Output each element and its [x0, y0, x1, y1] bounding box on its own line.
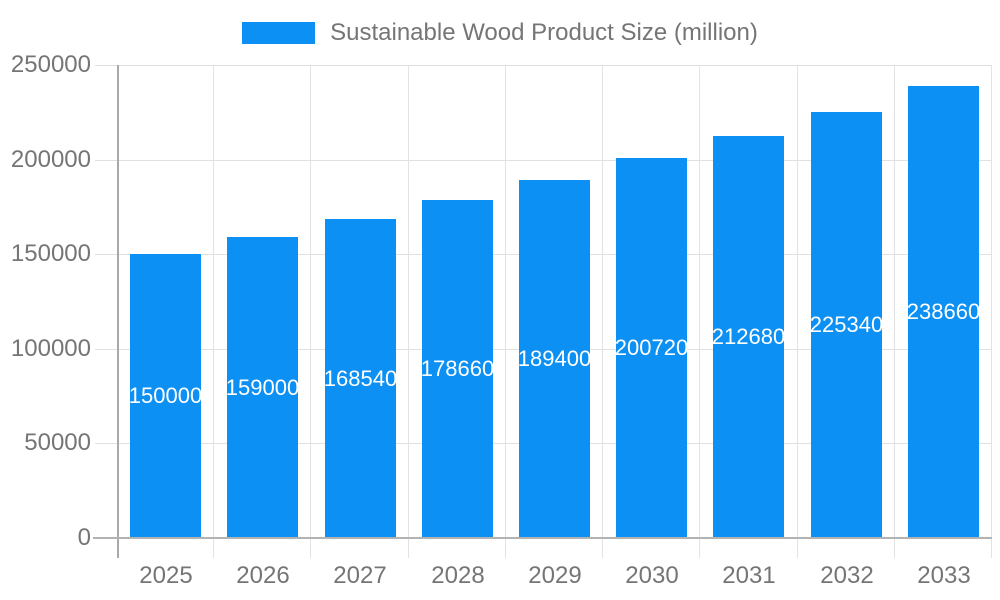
bar-value-label: 189400	[519, 346, 590, 371]
y-tick-label: 100000	[10, 335, 91, 362]
column-separator	[213, 65, 214, 558]
bar[interactable]: 212680	[713, 136, 784, 538]
bar-value-label: 168540	[325, 365, 396, 391]
y-tick-label: 200000	[10, 146, 91, 173]
column-separator	[797, 65, 798, 558]
column-separator	[505, 65, 506, 558]
bar-value-label: 178660	[422, 356, 493, 381]
x-tick-label: 2026	[236, 562, 290, 589]
x-tick-label: 2032	[820, 562, 874, 589]
column-separator	[991, 65, 992, 558]
column-separator	[408, 65, 409, 558]
x-tick-label: 2028	[431, 562, 485, 589]
legend: Sustainable Wood Product Size (million)	[0, 19, 1000, 47]
bar-value-label: 150000	[130, 383, 201, 408]
y-tick-label: 250000	[10, 51, 91, 78]
bar-value-label: 225340	[811, 312, 882, 337]
x-axis-line	[93, 537, 992, 539]
legend-item[interactable]: Sustainable Wood Product Size (million)	[242, 19, 758, 47]
y-tick-label: 0	[77, 524, 91, 551]
y-tick-label: 50000	[24, 429, 91, 456]
column-separator	[894, 65, 895, 558]
bar[interactable]: 200720	[616, 158, 687, 538]
gridline	[95, 160, 992, 161]
x-tick-label: 2029	[528, 562, 582, 589]
x-tick-label: 2030	[625, 562, 679, 589]
column-separator	[310, 65, 311, 558]
x-tick-label: 2031	[722, 562, 776, 589]
x-tick-label: 2027	[333, 562, 387, 589]
bar[interactable]: 159000	[227, 237, 298, 538]
bar[interactable]: 189400	[519, 180, 590, 538]
bar[interactable]: 168540	[325, 219, 396, 538]
y-axis-line	[117, 65, 119, 558]
bar[interactable]: 178660	[422, 200, 493, 538]
gridline	[95, 65, 992, 66]
bar[interactable]: 238660	[908, 86, 979, 538]
bar-value-label: 159000	[227, 374, 298, 400]
plot-area: 0 50000 100000 150000 200000 250000 150000 1590…	[11, 51, 992, 589]
bar-value-label: 200720	[616, 335, 687, 360]
bar-value-label: 212680	[713, 324, 784, 349]
legend-swatch	[242, 22, 316, 44]
bar[interactable]: 150000	[130, 254, 201, 538]
bar[interactable]: 225340	[811, 112, 882, 538]
x-tick-label: 2025	[139, 562, 193, 589]
bar-value-label: 238660	[908, 299, 979, 324]
column-separator	[699, 65, 700, 558]
x-tick-label: 2033	[917, 562, 971, 589]
y-tick-label: 150000	[10, 240, 91, 267]
legend-label: Sustainable Wood Product Size (million)	[330, 19, 758, 46]
column-separator	[602, 65, 603, 558]
